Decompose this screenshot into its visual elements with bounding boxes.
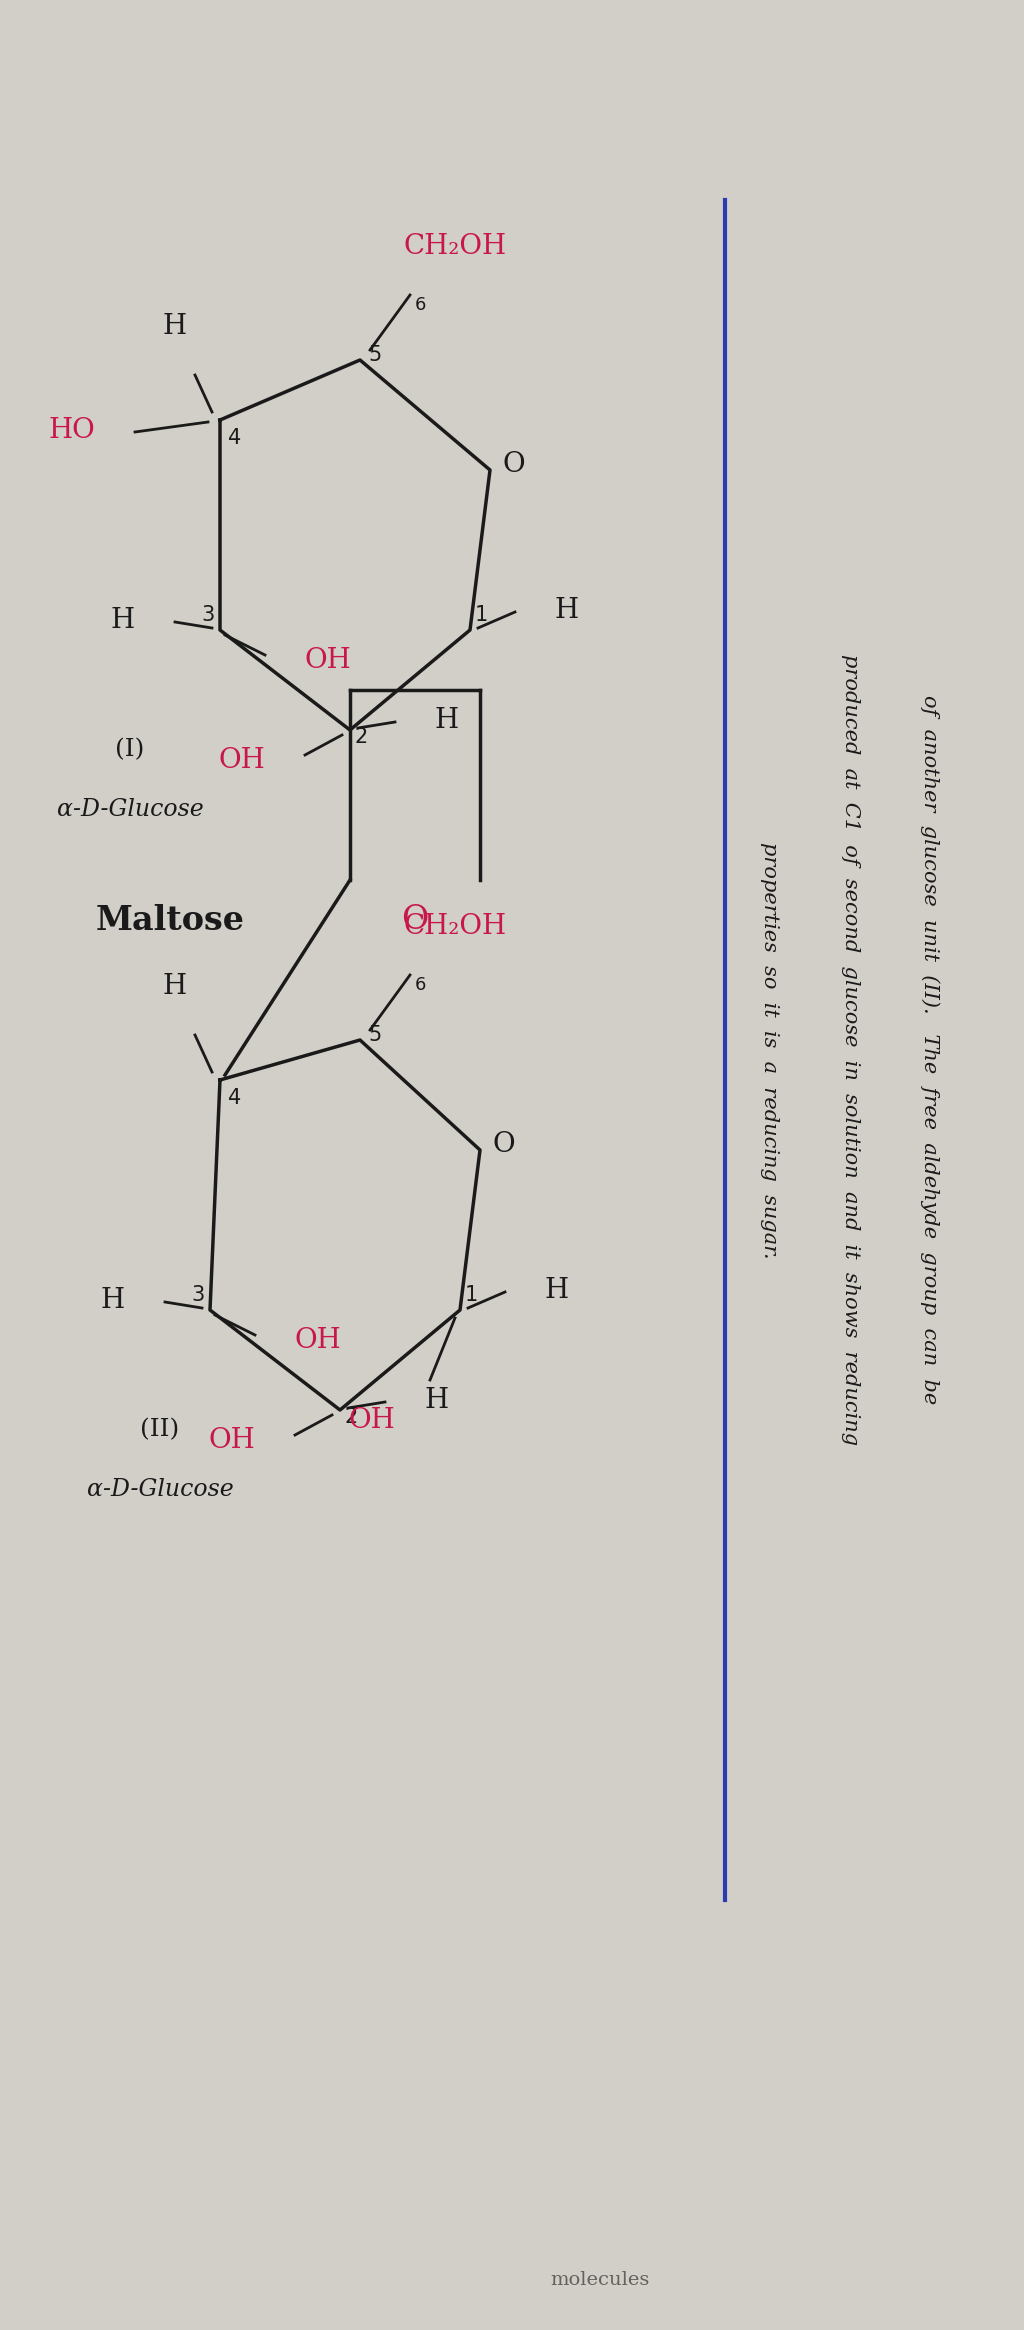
Text: 2: 2 [345, 1407, 358, 1426]
Text: 3: 3 [191, 1286, 205, 1305]
Text: 1: 1 [465, 1286, 478, 1305]
Text: 5: 5 [368, 1025, 381, 1044]
Text: 1: 1 [475, 606, 488, 624]
Text: of  another  glucose  unit  (II).   The  free  aldehyde  group  can  be: of another glucose unit (II). The free a… [921, 694, 940, 1405]
Text: OH: OH [208, 1426, 255, 1454]
Text: OH: OH [305, 645, 352, 673]
Text: O: O [502, 452, 524, 478]
Text: 5: 5 [368, 345, 381, 366]
Text: H: H [425, 1386, 450, 1414]
Text: 3: 3 [202, 606, 215, 624]
Text: 4: 4 [228, 429, 242, 447]
Text: H: H [435, 706, 459, 734]
Text: OH: OH [348, 1407, 395, 1433]
Text: produced  at  C1  of  second  glucose  in  solution  and  it  shows  reducing: produced at C1 of second glucose in solu… [841, 655, 859, 1445]
Text: H: H [163, 974, 187, 1000]
Text: 6: 6 [415, 976, 426, 995]
Text: H: H [555, 596, 580, 624]
Text: HO: HO [48, 417, 95, 443]
Text: (I): (I) [116, 739, 144, 762]
Text: CH₂OH: CH₂OH [403, 913, 507, 939]
Text: H: H [111, 606, 135, 634]
Text: 6: 6 [415, 296, 426, 315]
Text: Maltose: Maltose [95, 904, 245, 937]
Text: 4: 4 [228, 1088, 242, 1109]
Text: H: H [101, 1286, 125, 1314]
Text: H: H [545, 1277, 569, 1302]
Text: OH: OH [218, 746, 265, 774]
Text: O: O [492, 1132, 515, 1158]
Text: H: H [163, 312, 187, 340]
Text: properties  so  it  is  a  reducing  sugar.: properties so it is a reducing sugar. [761, 841, 779, 1258]
Text: CH₂OH: CH₂OH [403, 233, 507, 261]
Text: (II): (II) [140, 1419, 179, 1442]
Text: molecules: molecules [550, 2272, 649, 2288]
Text: 2: 2 [355, 727, 369, 748]
Text: α-D-Glucose: α-D-Glucose [87, 1480, 233, 1501]
Text: α-D-Glucose: α-D-Glucose [56, 799, 204, 822]
Text: OH: OH [295, 1326, 342, 1354]
Text: O: O [401, 904, 429, 937]
